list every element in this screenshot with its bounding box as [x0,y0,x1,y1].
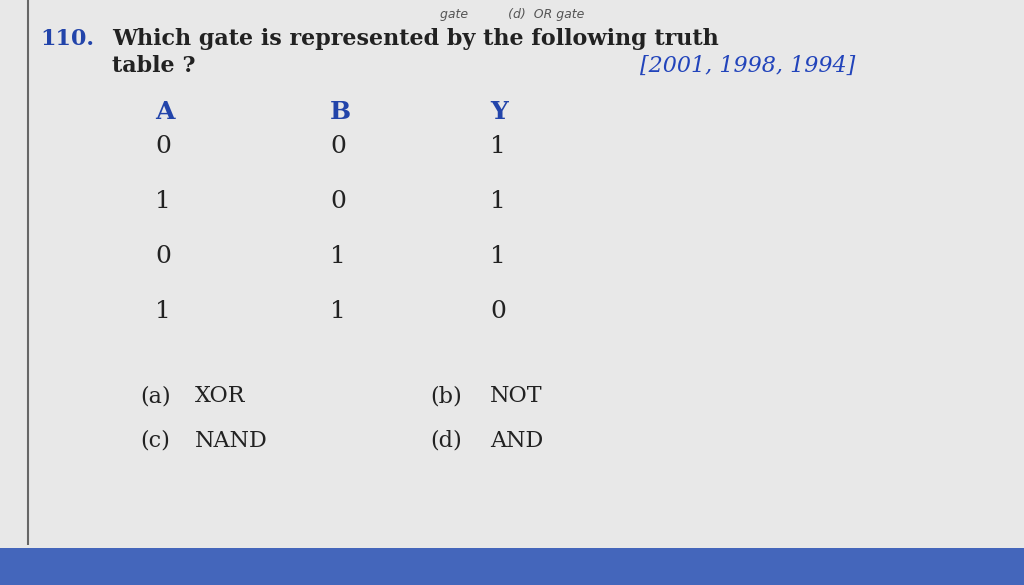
Text: 0: 0 [490,300,506,323]
Text: Y: Y [490,100,508,124]
Text: NOT: NOT [490,385,543,407]
Text: 0: 0 [330,190,346,213]
Text: (b): (b) [430,385,462,407]
Text: 0: 0 [155,135,171,158]
Text: [2001, 1998, 1994]: [2001, 1998, 1994] [640,55,855,77]
Text: gate          (d)  OR gate: gate (d) OR gate [440,8,584,21]
Text: (a): (a) [140,385,171,407]
Text: Which gate is represented by the following truth: Which gate is represented by the followi… [112,28,719,50]
Text: 1: 1 [490,245,506,268]
Text: (c): (c) [140,430,170,452]
Text: 1: 1 [490,135,506,158]
Text: 1: 1 [330,245,346,268]
Text: XOR: XOR [195,385,246,407]
Text: AND: AND [490,430,544,452]
Text: 1: 1 [490,190,506,213]
Text: 1: 1 [155,300,171,323]
Text: 1: 1 [330,300,346,323]
Text: NAND: NAND [195,430,267,452]
Text: table ?: table ? [112,55,196,77]
Text: 0: 0 [330,135,346,158]
Text: 1: 1 [155,190,171,213]
Text: 0: 0 [155,245,171,268]
Text: 110.: 110. [40,28,94,50]
Text: B: B [330,100,351,124]
Text: (d): (d) [430,430,462,452]
FancyBboxPatch shape [0,548,1024,585]
Text: A: A [155,100,174,124]
